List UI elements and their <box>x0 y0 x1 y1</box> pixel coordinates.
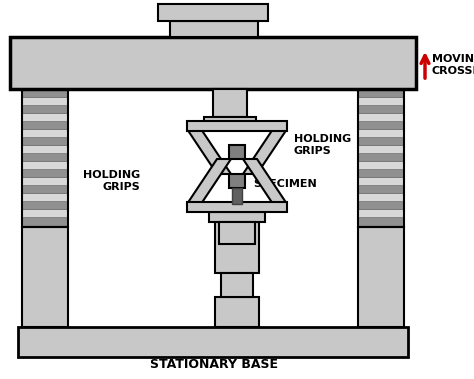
Bar <box>22 177 68 185</box>
Bar <box>158 4 268 21</box>
Bar <box>358 137 404 145</box>
Bar <box>22 227 68 327</box>
Bar <box>358 42 404 227</box>
Bar <box>358 65 404 73</box>
Polygon shape <box>187 159 231 204</box>
Bar <box>209 212 265 222</box>
Bar <box>358 153 404 161</box>
Bar <box>22 121 68 129</box>
Bar <box>22 105 68 113</box>
Bar <box>358 145 404 153</box>
Bar <box>358 49 404 57</box>
Bar <box>170 21 258 37</box>
Bar <box>358 105 404 113</box>
Polygon shape <box>243 159 287 204</box>
Bar <box>229 174 245 188</box>
Bar <box>22 193 68 201</box>
Polygon shape <box>243 129 287 174</box>
Bar <box>358 185 404 193</box>
Bar <box>22 201 68 209</box>
Bar <box>358 129 404 137</box>
Bar <box>22 169 68 177</box>
Bar <box>187 202 287 212</box>
Bar <box>358 121 404 129</box>
Bar <box>358 73 404 81</box>
Bar <box>358 217 404 225</box>
Bar <box>232 188 242 204</box>
Text: MOVING
CROSSHEAD: MOVING CROSSHEAD <box>432 54 474 76</box>
Bar <box>22 129 68 137</box>
Bar <box>358 41 404 49</box>
Bar <box>18 327 408 357</box>
Text: STATIONARY BASE: STATIONARY BASE <box>150 358 278 371</box>
Bar <box>22 57 68 65</box>
Bar <box>22 161 68 169</box>
Bar <box>358 227 404 327</box>
Bar <box>358 169 404 177</box>
Text: LOAD CELL: LOAD CELL <box>176 3 252 16</box>
Bar <box>22 145 68 153</box>
Bar <box>213 89 247 117</box>
Bar <box>215 222 259 273</box>
Bar <box>22 49 68 57</box>
Bar <box>22 81 68 89</box>
Bar <box>358 42 404 227</box>
Bar <box>22 153 68 161</box>
Bar <box>22 97 68 105</box>
Bar <box>22 209 68 217</box>
Bar <box>358 161 404 169</box>
Bar <box>358 97 404 105</box>
Bar <box>22 137 68 145</box>
Bar <box>204 117 256 129</box>
Bar <box>221 273 253 297</box>
Bar <box>219 222 255 244</box>
Bar <box>22 217 68 225</box>
Bar <box>358 193 404 201</box>
Text: HOLDING
GRIPS: HOLDING GRIPS <box>83 170 140 192</box>
Bar <box>22 42 68 227</box>
Bar <box>187 121 287 131</box>
Bar <box>358 81 404 89</box>
Bar <box>22 113 68 121</box>
Bar <box>10 37 416 89</box>
Bar <box>358 57 404 65</box>
Bar <box>358 113 404 121</box>
Text: SPECIMEN: SPECIMEN <box>253 179 317 189</box>
Bar <box>22 41 68 49</box>
Bar <box>22 185 68 193</box>
Polygon shape <box>187 129 231 174</box>
Bar <box>229 145 245 159</box>
Bar <box>22 42 68 227</box>
Bar <box>358 201 404 209</box>
Bar <box>22 73 68 81</box>
Bar <box>358 177 404 185</box>
Bar <box>22 89 68 97</box>
Bar <box>358 89 404 97</box>
Bar <box>215 297 259 327</box>
Text: HOLDING
GRIPS: HOLDING GRIPS <box>294 134 351 156</box>
Bar <box>22 65 68 73</box>
Bar <box>358 209 404 217</box>
